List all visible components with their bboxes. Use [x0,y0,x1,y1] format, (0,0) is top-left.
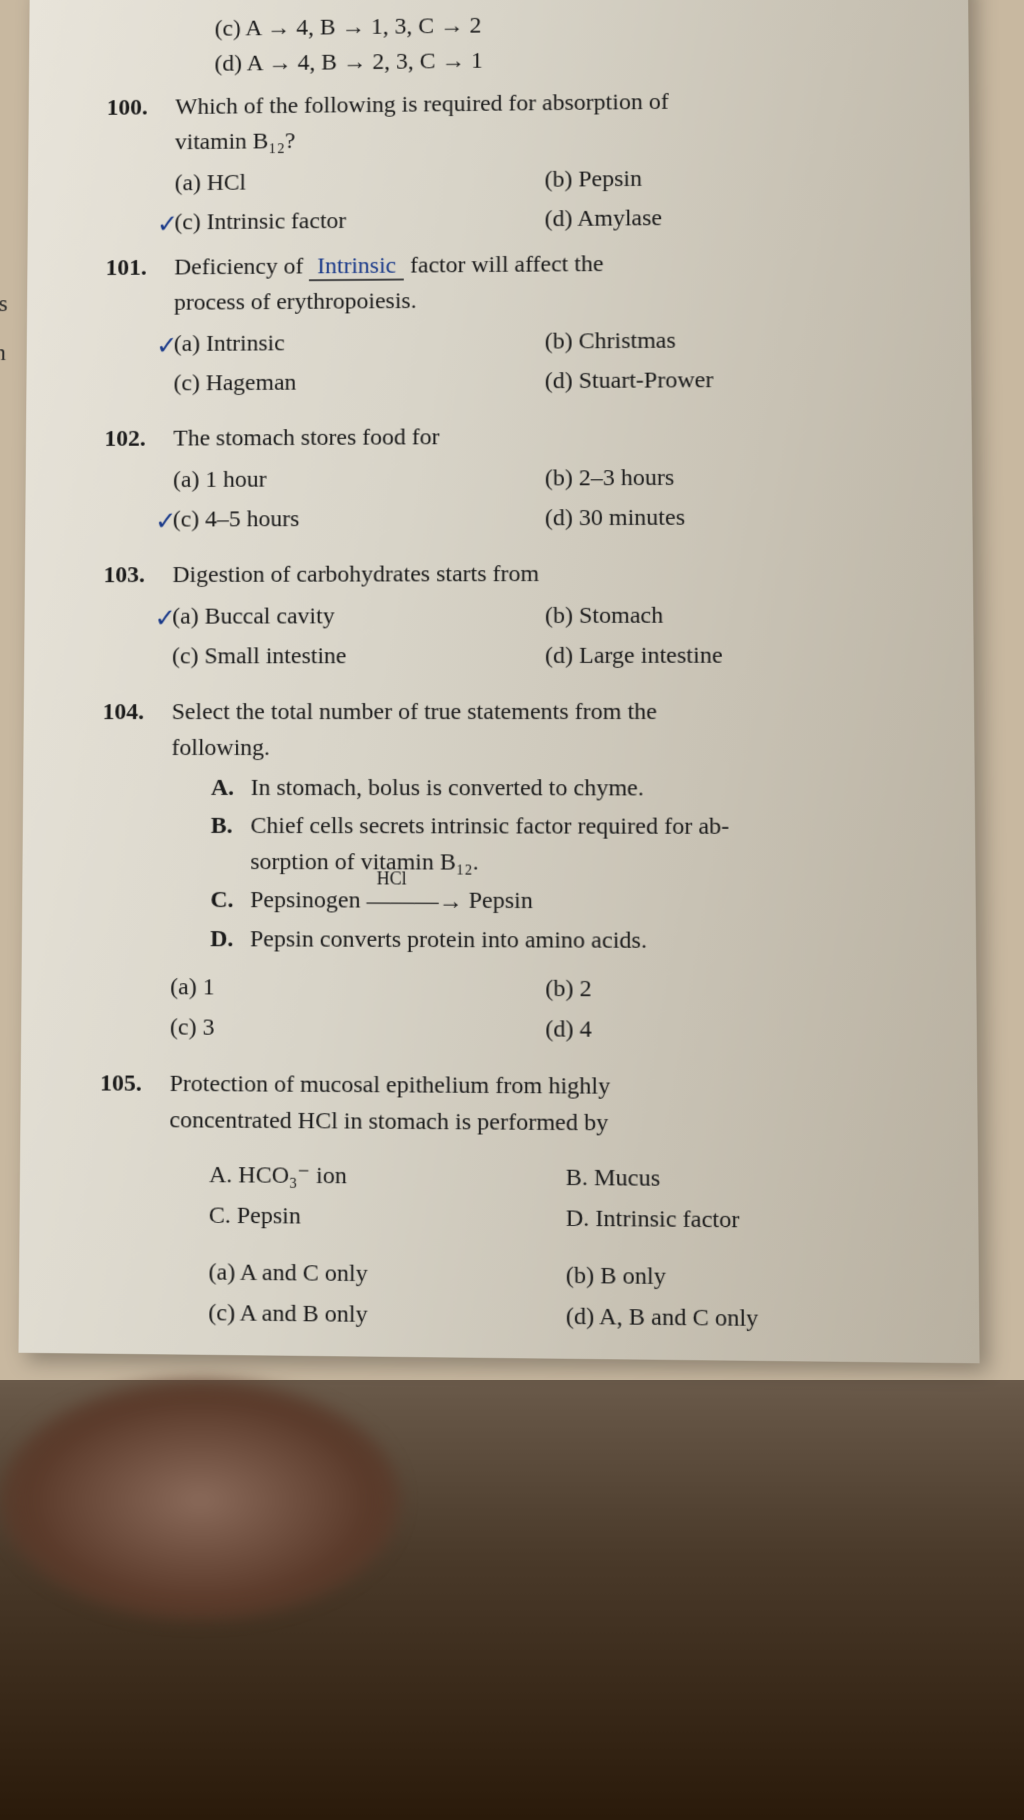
q100-options: (a) HCl (b) Pepsin ✓ (c) Intrinsic facto… [174,156,919,242]
q103-text: Digestion of carbohydrates starts from [172,555,922,593]
q101-num: 101. [105,250,174,321]
q102: 102. The stomach stores food for [104,417,921,457]
q101-l2: process of erythropoiesis. [174,288,417,315]
q103-d: (d) Large intestine [545,635,923,676]
q102-a: (a) 1 hour [173,459,545,500]
q101-handwritten: Intrinsic [309,253,404,281]
hcl-over-arrow: HCl [377,866,407,893]
q103-a: ✓ (a) Buccal cavity [172,596,545,637]
q105-l2: concentrated HCl in stomach is performed… [169,1108,608,1137]
q105-D: D. Intrinsic factor [566,1199,928,1243]
label-B: B. [210,808,250,880]
label-D: D. [210,922,250,958]
q101-options: ✓ (a) Intrinsic (b) Christmas (c) Hagema… [173,319,920,403]
q100-text-l1: Which of the following is required for a… [175,89,669,120]
check-icon: ✓ [156,326,178,364]
q100-c: ✓ (c) Intrinsic factor [174,200,544,243]
q105-d: (d) A, B and C only [566,1297,928,1342]
q100: 100. Which of the following is required … [106,81,919,160]
q103-b: (b) Stomach [545,595,923,636]
q101-a: ✓ (a) Intrinsic [174,322,545,364]
q103: 103. Digestion of carbohydrates starts f… [103,555,922,593]
q105-a: (a) A and C only [208,1253,565,1297]
q100-num: 100. [106,90,175,161]
q102-text: The stomach stores food for [173,417,921,457]
q104-num: 104. [102,694,172,766]
q100-b: (b) Pepsin [545,156,920,199]
q105-c: (c) A and B only [208,1293,566,1337]
q104-B1: Chief cells secrets intrinsic factor req… [250,813,729,840]
q105-C: C. Pepsin [209,1196,566,1240]
q104-l2: following. [171,735,270,761]
q103-options: ✓ (a) Buccal cavity (b) Stomach (c) Smal… [172,595,923,676]
q105-num: 105. [100,1066,170,1139]
q101-c: (c) Hageman [173,361,544,403]
q101-d: (d) Stuart-Prower [545,359,921,401]
q103-num: 103. [103,557,172,593]
q100-a: (a) HCl [175,160,545,203]
q105-statements: A. HCO₃⁻ ion B. Mucus C. Pepsin D. Intri… [209,1155,928,1242]
q104-statements: A. In stomach, bolus is converted to chy… [210,770,925,961]
q105-options: (a) A and C only (b) B only (c) A and B … [208,1253,928,1342]
prior-option-d: (d) A → 4, B → 2, 3, C → 1 [214,38,918,81]
check-icon: ✓ [154,599,176,638]
q104-B2: sorption of vitamin B₁₂. [250,849,478,876]
q101-post: factor will affect the [410,251,603,278]
q104: 104. Select the total number of true sta… [102,694,923,767]
q105-A: A. HCO₃⁻ ion [209,1155,566,1198]
margin-text-in: in [0,335,6,370]
q101: 101. Deficiency of Intrinsic factor will… [105,244,920,321]
q104-D: Pepsin converts protein into amino acids… [250,922,925,961]
q104-A: In stomach, bolus is converted to chyme. [251,770,924,807]
check-icon: ✓ [155,502,177,541]
q104-options: (a) 1 (b) 2 (c) 3 (d) 4 [170,968,926,1053]
q105-l1: Protection of mucosal epithelium from hi… [170,1071,611,1100]
label-C: C. [210,882,250,920]
q101-b: (b) Christmas [545,319,921,361]
q104-c: (c) 3 [170,1008,546,1050]
label-A: A. [211,770,251,806]
check-icon: ✓ [157,205,179,243]
q105-B: B. Mucus [566,1158,927,1202]
q100-d: (d) Amylase [545,196,920,239]
q103-c: (c) Small intestine [172,636,545,676]
q102-num: 102. [104,421,173,457]
q104-d: (d) 4 [545,1010,926,1053]
q104-a: (a) 1 [170,968,545,1010]
q101-pre: Deficiency of [174,254,309,281]
q102-c: ✓ (c) 4–5 hours [173,498,545,539]
textbook-page: es in (c) A → 4, B → 1, 3, C → 2 (d) A →… [18,0,979,1363]
q102-d: (d) 30 minutes [545,497,922,538]
q102-b: (b) 2–3 hours [545,457,922,499]
margin-text-es: es [0,287,8,322]
q105: 105. Protection of mucosal epithelium fr… [100,1066,927,1145]
q105-b: (b) B only [566,1256,928,1300]
q104-b: (b) 2 [545,969,925,1011]
q102-options: (a) 1 hour (b) 2–3 hours ✓ (c) 4–5 hours… [173,457,922,540]
q104-C: Pepsinogen HCl ———→ Pepsin [250,882,925,922]
fabric-blur [0,1380,400,1620]
q104-l1: Select the total number of true statemen… [172,699,657,725]
q100-text-l2: vitamin B₁₂? [175,128,296,155]
